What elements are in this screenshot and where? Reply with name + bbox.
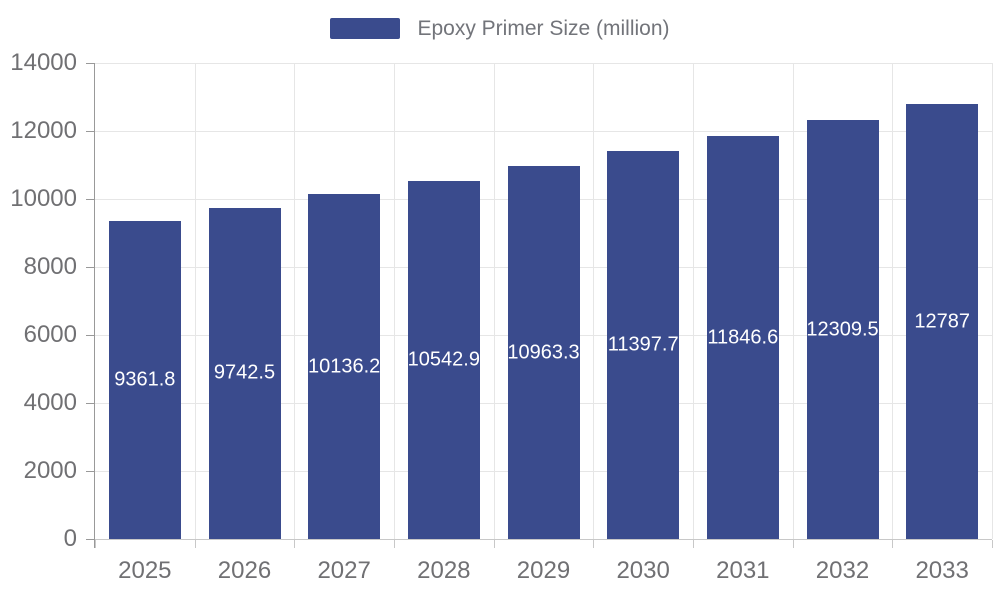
x-axis-tick-4 [493,540,495,548]
legend-item[interactable]: Epoxy Primer Size (million) [0,17,1000,40]
bar-2032[interactable]: 12309.5 [806,120,879,539]
gridline-vertical-6 [693,63,694,539]
x-axis-label-2028: 2028 [417,557,471,584]
x-axis-tick-2 [294,540,296,548]
bar-2026[interactable]: 9742.5 [208,207,281,539]
y-axis-label-2000: 2000 [23,457,77,484]
x-axis-tick-8 [892,540,894,548]
y-axis-tick-10000 [86,199,94,200]
gridline-vertical-7 [792,63,794,539]
y-axis-tick-0 [86,539,94,540]
gridline-vertical-8 [892,63,894,539]
plot-area: 0 2000 4000 6000 8000 10000 12000 14000 9361.8 20… [10,49,993,584]
bar-2028[interactable]: 10542.9 [407,180,480,539]
gridline-vertical-1 [194,63,196,539]
x-axis-label-2031: 2031 [716,557,770,584]
x-axis-label-2032: 2032 [815,557,870,584]
bar-value-label-2032: 12309.5 [806,318,879,341]
gridline-vertical-4 [493,63,495,539]
x-axis-label-2027: 2027 [317,557,371,584]
y-axis-tick-14000 [86,63,94,64]
y-axis-tick-8000 [86,267,94,268]
bar-2027[interactable]: 10136.2 [308,194,381,539]
x-axis-tick-6 [693,540,694,548]
bar-value-label-2026: 9742.5 [213,361,276,384]
x-axis-label-2029: 2029 [516,557,571,584]
x-axis-line [95,539,992,540]
y-axis-tick-6000 [86,335,94,336]
y-axis-tick-2000 [86,471,94,472]
bar-2033[interactable]: 12787 [906,104,979,539]
bar-value-label-2029: 10963.3 [507,341,580,364]
gridline-vertical-2 [294,63,296,539]
bar-value-label-2028: 10542.9 [407,348,480,371]
x-axis-label-2026: 2026 [217,557,272,584]
x-axis-tick-7 [792,540,794,548]
gridline-vertical-5 [593,63,595,539]
legend-swatch [330,18,401,40]
y-axis-label-14000: 14000 [10,49,77,76]
bar-value-label-2025: 9361.8 [114,368,176,391]
bar-value-label-2030: 11397.7 [607,333,679,356]
bar-2030[interactable]: 11397.7 [607,151,680,539]
gridline-horizontal-14000 [95,63,992,64]
x-axis-tick-1 [194,540,196,548]
gridline-vertical-3 [394,63,395,539]
bar-2031[interactable]: 11846.6 [706,136,779,539]
x-axis-tick-0 [95,540,96,548]
x-axis-label-2025: 2025 [118,557,172,584]
x-axis-label-2033: 2033 [915,557,969,584]
y-axis-tick-4000 [86,403,94,404]
gridline-vertical-9 [992,63,993,539]
legend-label: Epoxy Primer Size (million) [417,17,670,40]
bar-value-label-2031: 11846.6 [707,326,779,349]
gridline-horizontal-12000 [95,131,992,132]
y-axis-label-10000: 10000 [10,185,77,212]
y-axis-tick-12000 [86,131,94,132]
x-axis-tick-5 [593,540,595,548]
y-axis-label-12000: 12000 [10,117,77,144]
bar-value-label-2033: 12787 [914,310,970,333]
x-axis-label-2030: 2030 [616,557,670,584]
y-axis-line [94,63,95,548]
x-axis-tick-9 [992,540,993,548]
x-axis-tick-3 [394,540,395,548]
y-axis-label-6000: 6000 [23,321,77,348]
bar-2029[interactable]: 10963.3 [507,166,580,539]
bar-value-label-2027: 10136.2 [308,355,381,378]
bar-2025[interactable]: 9361.8 [108,220,181,539]
y-axis-label-0: 0 [63,525,77,552]
y-axis-label-8000: 8000 [23,253,77,280]
y-axis-label-4000: 4000 [23,389,77,416]
